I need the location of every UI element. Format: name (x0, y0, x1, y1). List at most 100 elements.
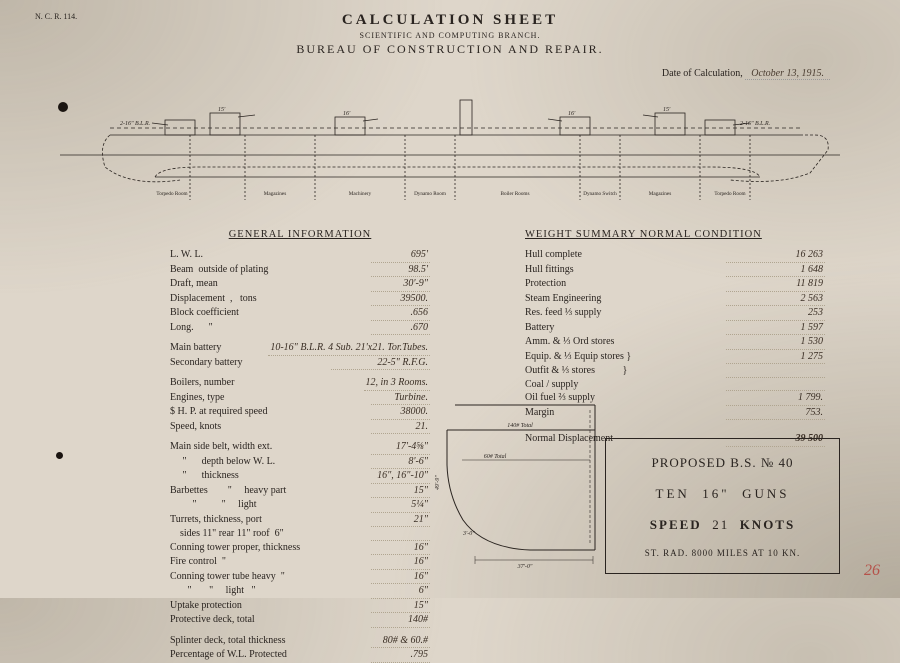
row-value: 253 (726, 306, 825, 321)
svg-text:2-16" B.L.R.: 2-16" B.L.R. (120, 121, 150, 127)
svg-text:Torpedo Room: Torpedo Room (714, 191, 745, 197)
row-value: 15" (371, 484, 430, 499)
row-label: Long. " (170, 321, 371, 336)
row-value: 17'-4⅝" (371, 440, 430, 455)
row-label: Protection (525, 277, 726, 292)
row-value: 695' (371, 248, 430, 263)
data-row: Steam Engineering 2 563 (525, 292, 825, 307)
svg-text:15': 15' (218, 107, 226, 113)
data-row: Boilers, number 12, in 3 Rooms. (170, 376, 430, 391)
speed-line: SPEED 21 KNOTS (610, 517, 835, 533)
svg-text:16': 16' (568, 111, 576, 117)
svg-text:3'-0": 3'-0" (462, 531, 475, 537)
row-label: Beam outside of plating (170, 263, 371, 278)
data-row: Hull fittings 1 648 (525, 263, 825, 278)
range-line: ST. RAD. 8000 MILES AT 10 KN. (610, 548, 835, 558)
data-row: Splinter deck, total thickness 80# & 60.… (170, 634, 430, 649)
row-value: 5¼" (371, 498, 430, 513)
row-label: Speed, knots (170, 420, 371, 435)
data-row: Protection 11 819 (525, 277, 825, 292)
title-bureau: BUREAU OF CONSTRUCTION AND REPAIR. (0, 42, 900, 57)
row-label: Main battery (170, 341, 268, 356)
row-value: Turbine. (371, 391, 430, 406)
row-value: 16" (371, 555, 430, 570)
form-number: N. C. R. 114. (35, 12, 77, 21)
design-id: PROPOSED B.S. № 40 (610, 455, 835, 471)
date-line: Date of Calculation, October 13, 1915. (662, 68, 830, 79)
general-heading: GENERAL INFORMATION (170, 228, 430, 242)
data-row: Res. feed ⅓ supply 253 (525, 306, 825, 321)
data-row: Engines, type Turbine. (170, 391, 430, 406)
svg-text:Boiler Rooms: Boiler Rooms (501, 191, 530, 197)
data-row: Main side belt, width ext. 17'-4⅝" (170, 440, 430, 455)
row-value (371, 527, 430, 541)
row-value: .656 (371, 306, 430, 321)
row-label: Draft, mean (170, 277, 371, 292)
row-label: Displacement , tons (170, 292, 371, 307)
row-value: 10-16" B.L.R. 4 Sub. 21'x21. Tor.Tubes. (268, 341, 430, 356)
row-value: 16 263 (726, 248, 825, 263)
svg-text:60# Total: 60# Total (484, 454, 507, 460)
data-row: Outfit & ⅓ stores } (525, 364, 825, 378)
svg-text:2-16" B.L.R.: 2-16" B.L.R. (740, 121, 770, 127)
row-label: " thickness (170, 469, 371, 484)
data-row: " " light " 6" (170, 584, 430, 599)
row-value: 30'-9" (371, 277, 430, 292)
data-row: " " light 5¼" (170, 498, 430, 513)
row-label: L. W. L. (170, 248, 371, 263)
row-value: 1 275 (726, 350, 825, 365)
row-label: Fire control " (170, 555, 371, 570)
row-value: 1 648 (726, 263, 825, 278)
title-main: CALCULATION SHEET (0, 12, 900, 29)
row-label: Hull fittings (525, 263, 726, 278)
data-row: Uptake protection 15" (170, 599, 430, 614)
data-row: Hull complete 16 263 (525, 248, 825, 263)
armament-line: TEN 16" GUNS (610, 486, 835, 502)
row-label: Coal / supply (525, 378, 726, 392)
row-value: 1 530 (726, 335, 825, 350)
row-label: " depth below W. L. (170, 455, 371, 470)
data-row: sides 11" rear 11" roof 6" (170, 527, 430, 541)
svg-text:140# Total: 140# Total (507, 422, 533, 429)
row-value: 8'-6" (371, 455, 430, 470)
row-value: 753. (726, 406, 825, 421)
title-sub: SCIENTIFIC AND COMPUTING BRANCH. (0, 31, 900, 40)
svg-text:15': 15' (663, 107, 671, 113)
data-row: " thickness 16", 16"-10" (170, 469, 430, 484)
data-row: Barbettes " heavy part 15" (170, 484, 430, 499)
hull-section-drawing: 140# Total 60# Total 37'-0" 3'-0" 49'-9" (435, 400, 600, 570)
row-value: 80# & 60.# (371, 634, 430, 649)
page-number: 26 (864, 562, 880, 580)
data-row: Draft, mean 30'-9" (170, 277, 430, 292)
header: CALCULATION SHEET SCIENTIFIC AND COMPUTI… (0, 0, 900, 61)
row-value: 16" (371, 570, 430, 585)
row-value: 21" (371, 513, 430, 528)
row-value: 39500. (371, 292, 430, 307)
row-label: $ H. P. at required speed (170, 405, 371, 420)
row-label: Splinter deck, total thickness (170, 634, 371, 649)
row-label: " " light " (170, 584, 371, 599)
general-info-column: GENERAL INFORMATION L. W. L. 695' Beam o… (170, 228, 430, 663)
row-value: 98.5' (371, 263, 430, 278)
design-title-box: PROPOSED B.S. № 40 TEN 16" GUNS SPEED 21… (605, 438, 840, 574)
data-row: Battery 1 597 (525, 321, 825, 336)
row-label: Block coefficient (170, 306, 371, 321)
data-row: Fire control " 16" (170, 555, 430, 570)
data-row: Conning tower tube heavy " 16" (170, 570, 430, 585)
row-label: Protective deck, total (170, 613, 371, 628)
data-row: Amm. & ⅓ Ord stores 1 530 (525, 335, 825, 350)
row-value: 16" (371, 541, 430, 556)
row-label: Conning tower proper, thickness (170, 541, 371, 556)
row-label: Equip. & ⅓ Equip stores } (525, 350, 726, 365)
data-row: Conning tower proper, thickness 16" (170, 541, 430, 556)
svg-text:Magazines: Magazines (649, 191, 671, 197)
svg-text:Magazines: Magazines (264, 191, 286, 197)
svg-text:16': 16' (343, 111, 351, 117)
data-row: Secondary battery 22-5" R.F.G. (170, 356, 430, 371)
row-label: Turrets, thickness, port (170, 513, 371, 528)
row-value (726, 378, 825, 392)
data-row: L. W. L. 695' (170, 248, 430, 263)
row-label: Engines, type (170, 391, 371, 406)
svg-text:Dynamo Room: Dynamo Room (414, 191, 446, 197)
svg-text:Dynamo Switch: Dynamo Switch (583, 191, 617, 197)
